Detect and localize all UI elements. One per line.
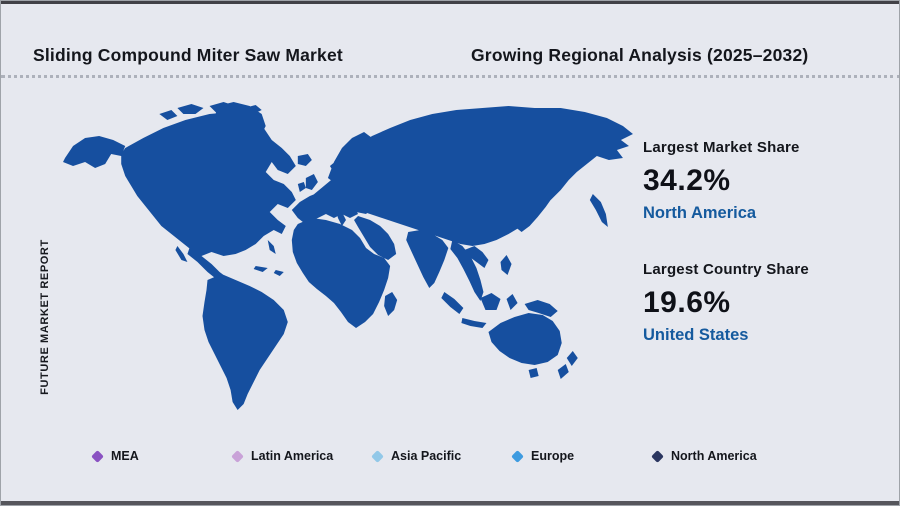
stat-label: Largest Market Share — [643, 139, 800, 156]
legend-item-europe: Europe — [511, 448, 575, 464]
stat-value: 19.6% — [643, 286, 731, 319]
legend-label: Latin America — [251, 449, 334, 463]
dotted-divider — [1, 75, 899, 78]
legend-marker-icon — [651, 449, 664, 463]
stat-label: Largest Country Share — [643, 261, 809, 278]
stat-value: 34.2% — [643, 164, 731, 197]
stat-market-share: Largest Market Share 34.2% North America — [643, 139, 893, 223]
legend-marker-icon — [371, 449, 384, 463]
legend-item-mea: MEA — [91, 448, 139, 464]
top-border-strip — [1, 1, 899, 4]
legend-item-asia-pacific: Asia Pacific — [371, 448, 462, 464]
stat-region: United States — [643, 326, 749, 344]
bottom-border-strip — [1, 501, 899, 505]
stat-country-share: Largest Country Share 19.6% United State… — [643, 261, 893, 345]
legend-label: Asia Pacific — [391, 449, 462, 463]
legend-item-north-america: North America — [651, 448, 757, 464]
legend-marker-icon — [511, 449, 524, 463]
world-map-icon — [63, 102, 633, 410]
legend-label: North America — [671, 449, 757, 463]
legend-label: MEA — [111, 449, 139, 463]
brand-watermark: FUTURE MARKET REPORT — [39, 239, 51, 395]
world-landmass — [63, 102, 633, 410]
legend-marker-icon — [231, 449, 244, 463]
stat-region: North America — [643, 204, 757, 222]
page-title: Sliding Compound Miter Saw Market — [33, 45, 343, 65]
legend-marker-icon — [91, 449, 104, 463]
legend-label: Europe — [531, 449, 575, 463]
page-subtitle: Growing Regional Analysis (2025–2032) — [471, 45, 809, 65]
legend-item-latin-america: Latin America — [231, 448, 334, 464]
